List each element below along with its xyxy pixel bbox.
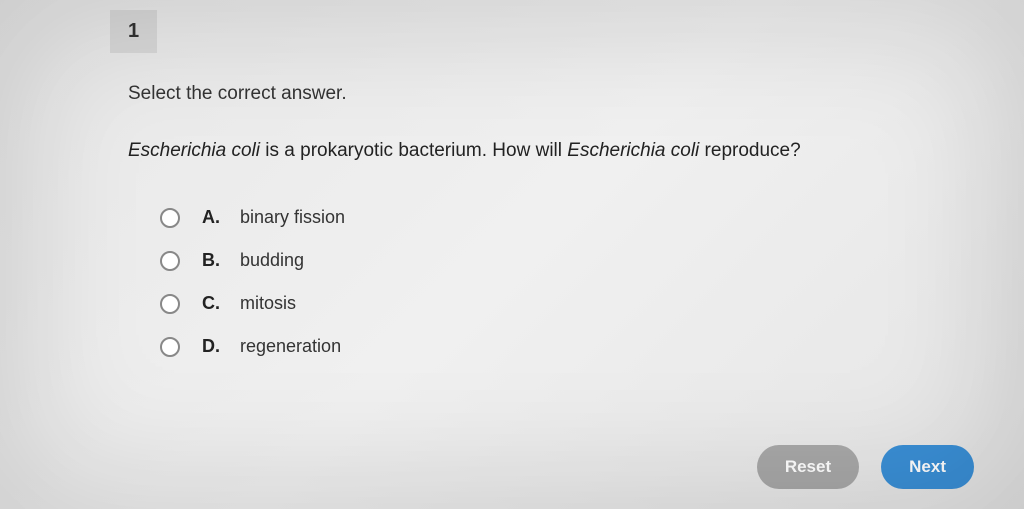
question-italic-1: Escherichia coli — [128, 140, 260, 161]
radio-button[interactable] — [160, 337, 180, 357]
question-number: 1 — [128, 20, 139, 42]
next-button[interactable]: Next — [881, 445, 974, 489]
option-letter: C. — [202, 293, 228, 314]
radio-button[interactable] — [160, 251, 180, 271]
option-text: mitosis — [240, 293, 296, 314]
question-suffix: reproduce? — [699, 140, 800, 161]
instruction-text: Select the correct answer. — [128, 83, 954, 105]
option-text: binary fission — [240, 207, 345, 228]
reset-button[interactable]: Reset — [757, 445, 859, 489]
question-middle: is a prokaryotic bacterium. How will — [260, 140, 567, 161]
radio-button[interactable] — [160, 294, 180, 314]
radio-button[interactable] — [160, 208, 180, 228]
option-letter: B. — [202, 250, 228, 271]
option-letter: A. — [202, 207, 228, 228]
quiz-container: 1 Select the correct answer. Escherichia… — [0, 0, 1024, 509]
option-row[interactable]: C. mitosis — [160, 293, 954, 314]
options-list: A. binary fission B. budding C. mitosis … — [160, 207, 954, 357]
question-number-box: 1 — [110, 10, 157, 53]
option-text: budding — [240, 250, 304, 271]
option-row[interactable]: A. binary fission — [160, 207, 954, 228]
question-italic-2: Escherichia coli — [567, 140, 699, 161]
option-row[interactable]: B. budding — [160, 250, 954, 271]
question-text: Escherichia coli is a prokaryotic bacter… — [128, 140, 954, 162]
option-row[interactable]: D. regeneration — [160, 336, 954, 357]
option-letter: D. — [202, 336, 228, 357]
option-text: regeneration — [240, 336, 341, 357]
button-bar: Reset Next — [757, 445, 974, 489]
